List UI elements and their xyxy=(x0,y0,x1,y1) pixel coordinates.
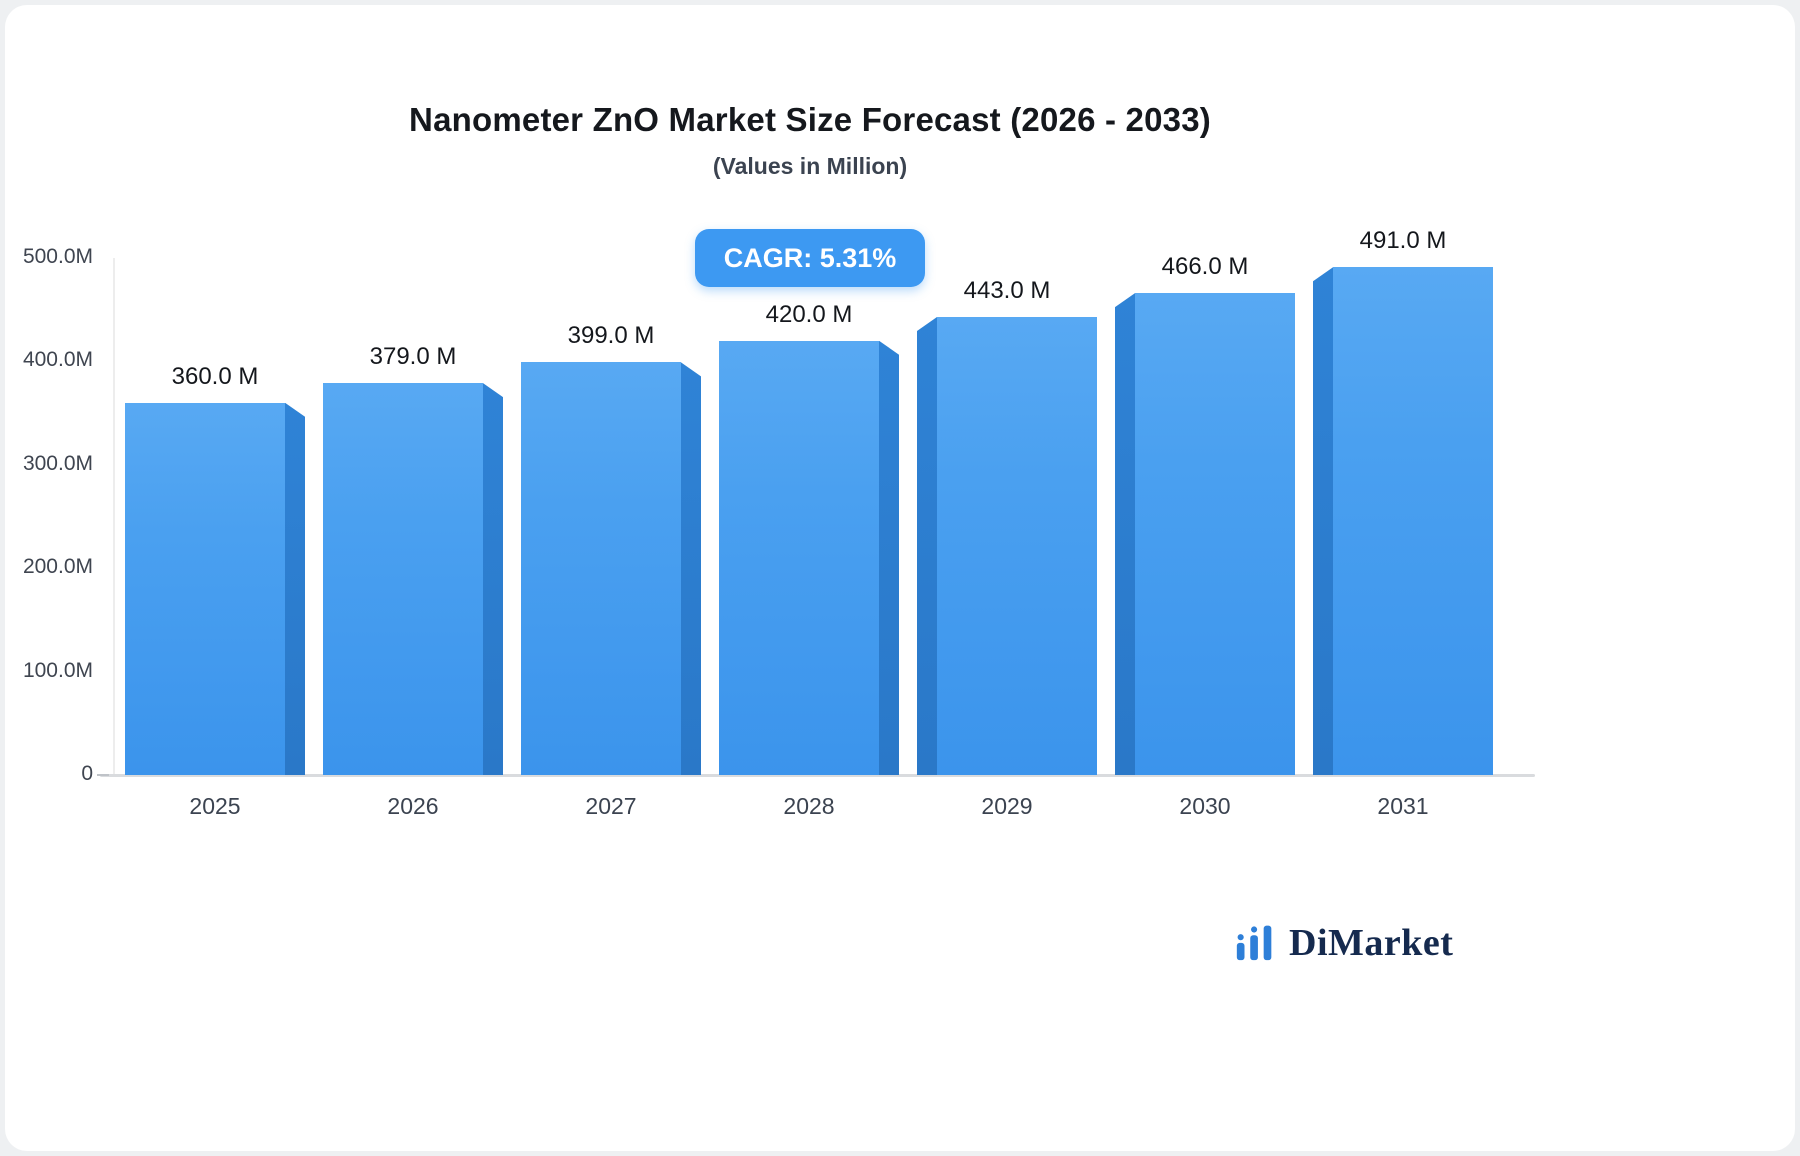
cagr-label: CAGR: 5.31% xyxy=(723,242,897,273)
y-tick-label: 400.0M xyxy=(22,348,93,372)
bar-value-label: 360.0 M xyxy=(171,362,259,390)
y-tick-label: 0 xyxy=(81,762,93,785)
x-tick-label: 2027 xyxy=(585,793,637,819)
x-tick-label: 2030 xyxy=(1179,793,1231,819)
bar-2029: 443.0 M xyxy=(917,277,1097,775)
logo-text: DiMarket xyxy=(1289,922,1454,964)
bar-face xyxy=(937,316,1097,775)
bar-2031: 491.0 M xyxy=(1313,227,1493,775)
bar-2027: 399.0 M xyxy=(521,322,701,775)
y-tick-mark xyxy=(97,774,109,776)
bar-side-shade xyxy=(285,402,305,775)
y-tick-label: 300.0M xyxy=(22,451,93,475)
bar-side-shade xyxy=(681,362,701,775)
x-tick-label: 2026 xyxy=(387,793,439,819)
cagr-badge: CAGR: 5.31% xyxy=(695,229,925,287)
chart-subtitle: (Values in Million) xyxy=(712,153,908,179)
bar-value-label: 491.0 M xyxy=(1359,227,1447,255)
bar-side-shade xyxy=(917,316,937,775)
bar-value-label: 443.0 M xyxy=(963,276,1051,304)
x-tick-label: 2031 xyxy=(1377,793,1429,819)
y-tick-label: 500.0M xyxy=(22,245,93,268)
bar-side-shade xyxy=(483,383,503,775)
bar-2028: 420.0 M xyxy=(719,301,899,775)
chart-card: Nanometer ZnO Market Size Forecast (2026… xyxy=(5,5,1795,1151)
bar-value-label: 399.0 M xyxy=(567,322,655,350)
brand-logo: DiMarket xyxy=(1233,913,1493,973)
bar-face xyxy=(719,340,879,775)
y-tick-label: 200.0M xyxy=(22,555,93,579)
bar-face xyxy=(125,402,285,775)
y-axis-line xyxy=(113,258,115,775)
x-tick-label: 2025 xyxy=(189,793,241,819)
chart-title: Nanometer ZnO Market Size Forecast (2026… xyxy=(409,101,1211,138)
bar-2030: 466.0 M xyxy=(1115,253,1295,775)
logo-bars-icon xyxy=(1233,918,1279,969)
bar-face xyxy=(1135,293,1295,775)
x-tick-label: 2028 xyxy=(783,793,835,819)
bar-2026: 379.0 M xyxy=(323,343,503,775)
bar-face xyxy=(521,362,681,775)
bar-face xyxy=(1333,267,1493,775)
y-tick-label: 100.0M xyxy=(22,658,93,682)
x-axis-line xyxy=(100,774,1535,777)
bar-value-label: 420.0 M xyxy=(765,300,853,328)
bar-face xyxy=(323,383,483,775)
bar-side-shade xyxy=(1115,293,1135,775)
bar-value-label: 466.0 M xyxy=(1161,253,1249,281)
bar-side-shade xyxy=(1313,267,1333,775)
bar-2025: 360.0 M xyxy=(125,363,305,775)
x-tick-label: 2029 xyxy=(981,793,1033,819)
bar-value-label: 379.0 M xyxy=(369,343,457,371)
bar-side-shade xyxy=(879,340,899,775)
